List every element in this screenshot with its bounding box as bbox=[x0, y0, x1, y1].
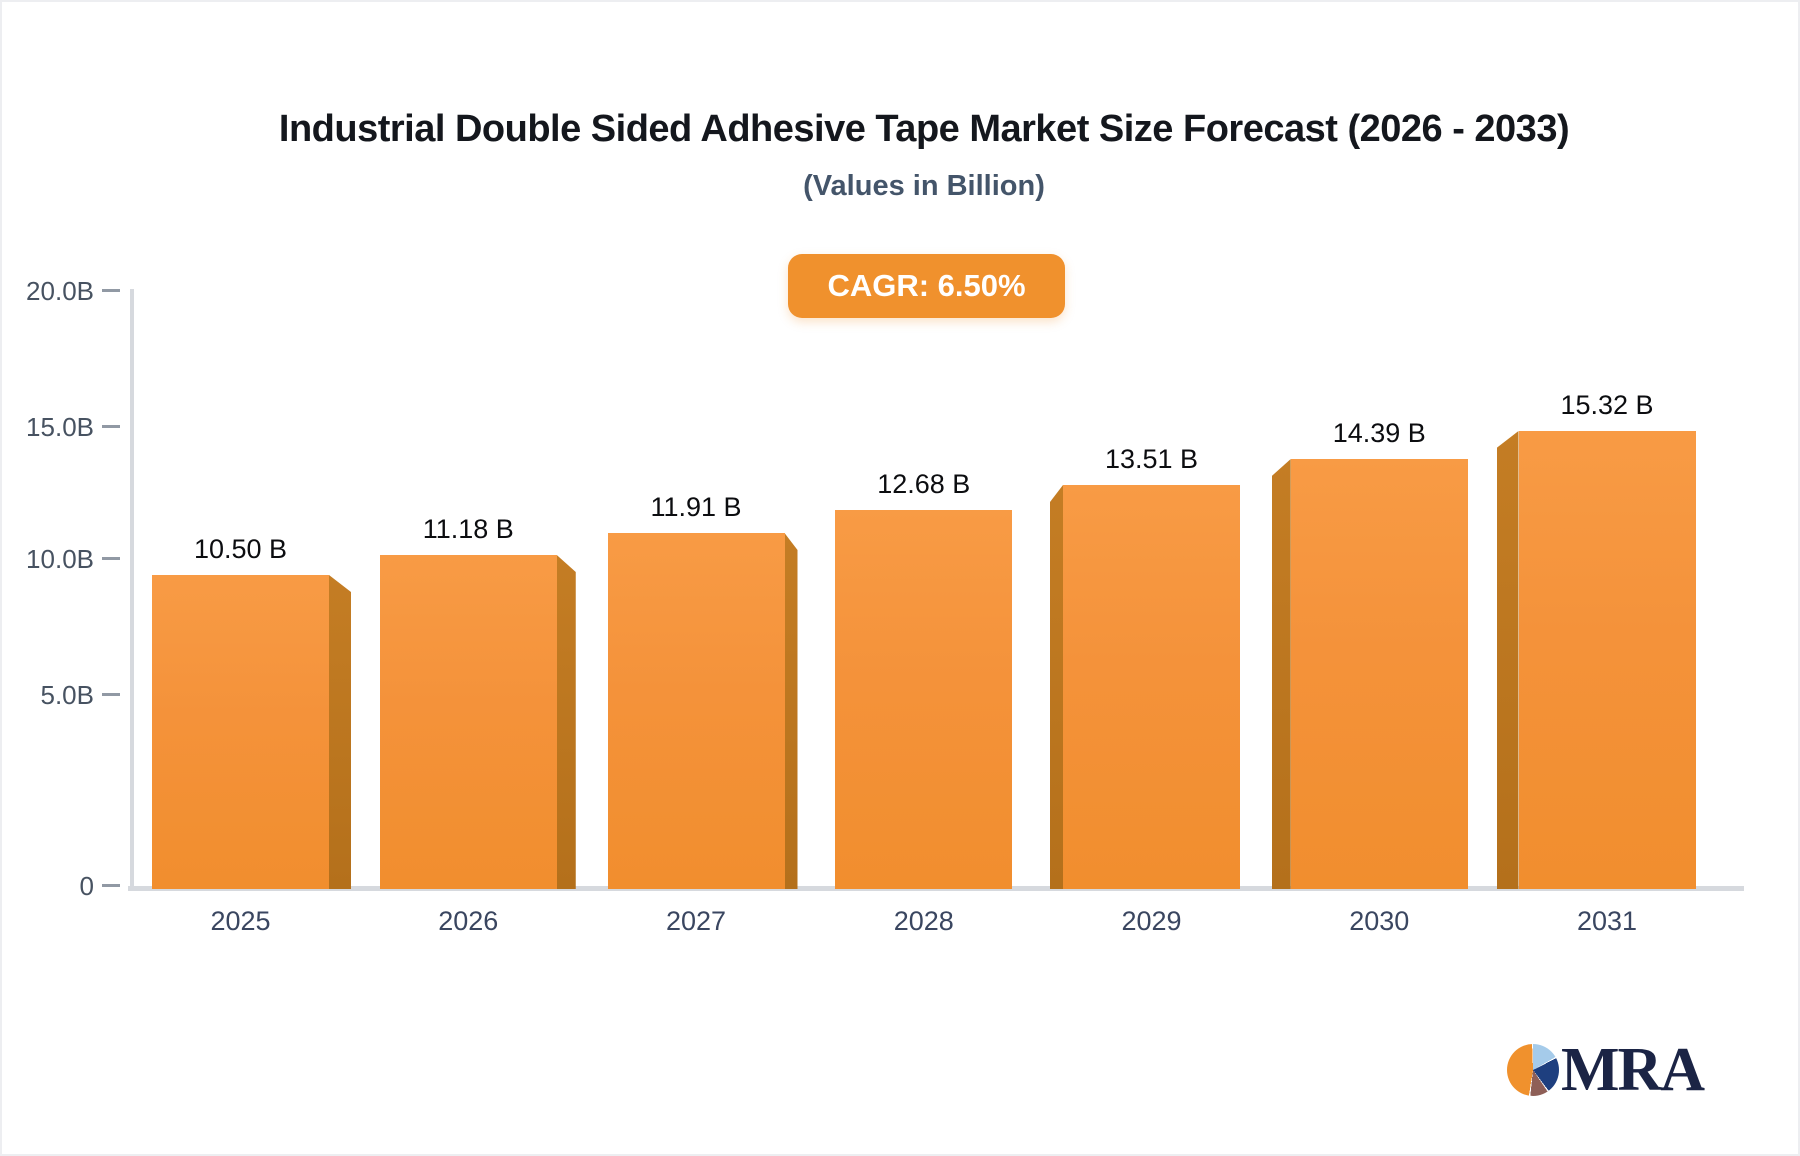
brand-logo: MRA bbox=[1507, 1036, 1705, 1104]
y-tick-mark bbox=[102, 693, 120, 696]
bar-2031 bbox=[1518, 431, 1696, 889]
y-tick-label: 10.0B bbox=[26, 544, 94, 574]
bar-side-3d bbox=[329, 575, 351, 889]
chart-subtitle: (Values in Billion) bbox=[803, 170, 1045, 202]
bar-side-3d bbox=[1050, 485, 1063, 889]
chart-title: Industrial Double Sided Adhesive Tape Ma… bbox=[278, 108, 1570, 150]
y-tick-label: 5.0B bbox=[40, 680, 95, 710]
bar-side-3d bbox=[784, 533, 798, 889]
x-axis-label: 2026 bbox=[438, 906, 499, 936]
bar-value-label: 14.39 B bbox=[1332, 418, 1426, 448]
x-axis-label: 2029 bbox=[1121, 906, 1182, 936]
x-axis-label: 2025 bbox=[210, 906, 271, 936]
x-axis-label: 2031 bbox=[1576, 906, 1638, 936]
y-tick-mark bbox=[102, 557, 120, 560]
x-axis-label: 2028 bbox=[893, 906, 954, 936]
cagr-badge: CAGR: 6.50% bbox=[788, 254, 1065, 318]
bar-value-label: 13.51 B bbox=[1104, 444, 1199, 474]
bar-value-label: 12.68 B bbox=[877, 469, 971, 499]
bar-2030 bbox=[1290, 459, 1468, 889]
x-axis-label: 2030 bbox=[1349, 906, 1410, 936]
brand-logo-text: MRA bbox=[1561, 1036, 1705, 1104]
bar-2026 bbox=[379, 555, 557, 889]
bar-side-3d bbox=[1496, 431, 1519, 889]
bar-value-label: 10.50 B bbox=[193, 534, 288, 564]
bar-value-label: 11.91 B bbox=[650, 492, 742, 522]
bar-value-label: 11.18 B bbox=[422, 514, 514, 544]
pie-chart-logo-icon bbox=[1507, 1044, 1559, 1096]
y-tick-mark bbox=[102, 884, 120, 887]
bar-2027 bbox=[607, 533, 785, 889]
bar-2029 bbox=[1063, 485, 1240, 889]
y-tick-mark bbox=[102, 289, 120, 292]
y-tick-label: 15.0B bbox=[26, 412, 94, 442]
y-tick-mark bbox=[102, 425, 120, 428]
bar-2025 bbox=[152, 575, 329, 889]
x-axis-label: 2027 bbox=[665, 906, 727, 936]
y-tick-label: 20.0B bbox=[26, 276, 94, 306]
bar-value-label: 15.32 B bbox=[1560, 390, 1654, 420]
bar-side-3d bbox=[556, 555, 576, 889]
bar-2028 bbox=[835, 510, 1013, 889]
y-tick-label: 0 bbox=[79, 871, 94, 901]
y-axis-line bbox=[130, 289, 134, 889]
bar-side-3d bbox=[1271, 459, 1291, 889]
